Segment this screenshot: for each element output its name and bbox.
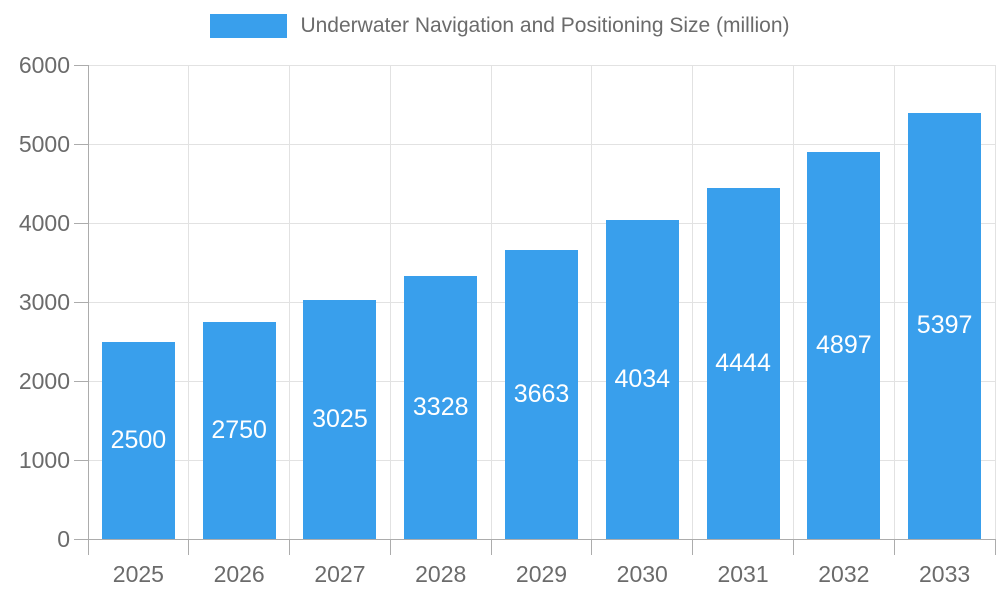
x-gridline [893,65,895,539]
x-tick-label: 2032 [818,561,870,587]
bar-value-label: 4897 [816,331,872,360]
x-gridline [591,65,593,539]
bar: 4444 [706,187,780,539]
x-axis-tick [289,539,291,555]
legend-label: Underwater Navigation and Positioning Si… [300,14,790,37]
x-tick-label: 2029 [515,561,568,587]
y-axis-tick [74,143,88,145]
x-gridline [792,65,794,539]
y-tick-label: 2000 [18,368,70,394]
y-tick-label: 4000 [18,210,70,236]
x-axis-tick [792,539,794,555]
bar: 3663 [505,249,578,539]
x-gridline [692,65,694,539]
y-tick-label: 5000 [18,131,70,157]
x-tick-label: 2025 [112,561,164,587]
y-axis-line [87,65,89,555]
chart-legend[interactable]: Underwater Navigation and Positioning Si… [0,14,1000,38]
x-gridline [188,65,190,539]
bar-value-label: 3663 [513,379,570,408]
bar: 2750 [202,321,276,539]
bar-value-label: 2500 [110,425,167,454]
y-tick-label: 0 [57,526,70,552]
bar-value-label: 3328 [412,393,469,422]
y-tick-label: 6000 [18,52,70,78]
x-gridline [490,65,492,539]
y-axis-tick [74,380,88,382]
x-axis-tick [692,539,694,555]
x-gridline [289,65,291,539]
x-gridline [389,65,391,539]
x-tick-label: 2027 [314,561,366,587]
y-gridline [88,64,995,66]
y-axis-tick [74,222,88,224]
bar-value-label: 4034 [614,365,671,394]
x-tick-label: 2028 [415,561,467,587]
y-gridline [88,222,995,224]
bar: 2500 [101,341,175,539]
legend-swatch-icon [210,14,288,38]
y-tick-label: 1000 [18,447,70,473]
bar: 3025 [303,300,377,539]
y-axis-tick [74,459,88,461]
bar: 3328 [404,276,478,539]
x-gridline [994,65,996,539]
x-axis-tick [188,539,190,555]
y-gridline [88,143,995,145]
x-axis-tick [490,539,492,555]
y-axis-tick [74,64,88,66]
bar: 4034 [605,220,679,539]
x-axis-line [88,538,995,540]
x-axis-tick [994,539,996,555]
x-axis-tick [893,539,895,555]
x-tick-label: 2026 [213,561,265,587]
bar-value-label: 4444 [715,348,771,377]
x-axis-tick [389,539,391,555]
x-tick-label: 2031 [717,561,769,587]
bar-value-label: 2750 [211,415,267,444]
y-axis-tick [74,301,88,303]
x-tick-label: 2033 [919,561,971,587]
y-axis-tick [74,538,88,540]
bar: 5397 [908,112,982,539]
x-tick-label: 2030 [616,561,668,587]
x-axis-tick [591,539,593,555]
bar: 4897 [807,152,881,539]
bar-value-label: 5397 [916,311,973,340]
bar-value-label: 3025 [312,405,368,433]
y-tick-label: 3000 [18,289,70,315]
